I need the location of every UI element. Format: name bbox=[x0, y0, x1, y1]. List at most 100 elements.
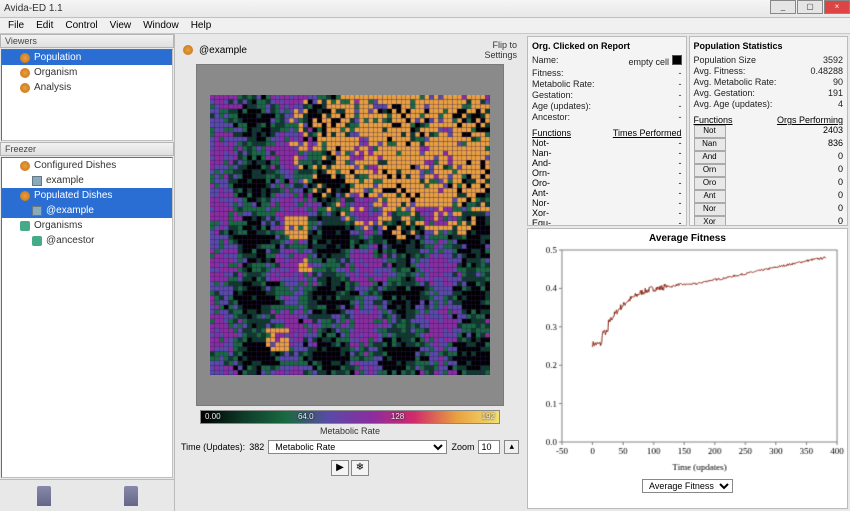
pop-stats-panel: Population Statistics Population Size359… bbox=[689, 36, 849, 226]
chart-metric-select[interactable]: Average Fitness bbox=[642, 479, 733, 493]
freezer-populated-dishes[interactable]: Populated Dishes bbox=[2, 188, 172, 203]
scale-label: Metabolic Rate bbox=[200, 426, 500, 436]
report-row: Name:empty cell bbox=[532, 55, 682, 67]
func-button-xor[interactable]: Xor bbox=[694, 216, 726, 226]
func-button-and[interactable]: And bbox=[694, 151, 726, 164]
func-row: And-- bbox=[532, 158, 682, 168]
population-grid[interactable] bbox=[210, 95, 490, 375]
stat-func-row: Orn0 bbox=[694, 164, 844, 177]
freezer-child-example[interactable]: @example bbox=[2, 203, 172, 218]
zoom-label: Zoom bbox=[451, 442, 474, 452]
population-icon bbox=[20, 53, 30, 63]
freeze-button[interactable]: ❄ bbox=[351, 460, 369, 476]
dish-icon bbox=[20, 161, 30, 171]
freezer-child-example[interactable]: example bbox=[2, 173, 172, 188]
time-value: 382 bbox=[249, 442, 264, 452]
zoom-input[interactable] bbox=[478, 440, 500, 454]
func-row: Nor-- bbox=[532, 198, 682, 208]
func-button-oro[interactable]: Oro bbox=[694, 177, 726, 190]
func-button-nan[interactable]: Nan bbox=[694, 138, 726, 151]
viewer-item-organism[interactable]: Organism bbox=[2, 65, 172, 80]
mode-select[interactable]: Metabolic Rate bbox=[268, 440, 447, 454]
menu-help[interactable]: Help bbox=[185, 20, 218, 31]
stat-func-row: Nan836 bbox=[694, 138, 844, 151]
stat-row: Population Size3592 bbox=[694, 55, 844, 65]
minimize-button[interactable]: _ bbox=[770, 0, 796, 14]
color-swatch bbox=[672, 55, 682, 65]
stat-func-row: And0 bbox=[694, 151, 844, 164]
freezer-configured-dishes[interactable]: Configured Dishes bbox=[2, 158, 172, 173]
func-button-not[interactable]: Not bbox=[694, 125, 726, 138]
stat-func-row: Not2403 bbox=[694, 125, 844, 138]
func-row: Ant-- bbox=[532, 188, 682, 198]
menu-edit[interactable]: Edit bbox=[30, 20, 59, 31]
stat-func-row: Oro0 bbox=[694, 177, 844, 190]
func-button-orn[interactable]: Orn bbox=[694, 164, 726, 177]
func-button-nor[interactable]: Nor bbox=[694, 203, 726, 216]
center-column: @example Flip to Settings 0.00 64.0 128 … bbox=[175, 34, 525, 511]
fitness-chart-panel: Average Fitness Average Fitness bbox=[527, 228, 848, 509]
freezer-organisms[interactable]: Organisms bbox=[2, 218, 172, 233]
viewer-item-analysis[interactable]: Analysis bbox=[2, 80, 172, 95]
menu-window[interactable]: Window bbox=[137, 20, 185, 31]
stat-row: Avg. Gestation:191 bbox=[694, 88, 844, 98]
zoom-stepper[interactable]: ▴ bbox=[504, 440, 519, 454]
dish-icon bbox=[20, 191, 30, 201]
stats-title: Population Statistics bbox=[694, 41, 844, 51]
report-row: Age (updates):- bbox=[532, 101, 682, 111]
stat-func-row: Xor0 bbox=[694, 216, 844, 226]
org-icon bbox=[32, 236, 42, 246]
func-row: Xor-- bbox=[532, 208, 682, 218]
stat-func-row: Ant0 bbox=[694, 190, 844, 203]
time-label: Time (Updates): bbox=[181, 442, 245, 452]
freezer-trash-row bbox=[0, 479, 174, 511]
func-row: Not-- bbox=[532, 138, 682, 148]
color-scale: 0.00 64.0 128 192 bbox=[200, 410, 500, 424]
org-report-panel: Org. Clicked on Report Name:empty cell F… bbox=[527, 36, 687, 226]
org-icon bbox=[20, 221, 30, 231]
petri-dish[interactable] bbox=[196, 64, 504, 406]
menu-control[interactable]: Control bbox=[59, 20, 103, 31]
right-column: Org. Clicked on Report Name:empty cell F… bbox=[525, 34, 850, 511]
app-title: Avida-ED 1.1 bbox=[4, 3, 63, 14]
freezer-header: Freezer bbox=[0, 142, 174, 156]
titlebar: Avida-ED 1.1 _ ▢ × bbox=[0, 0, 850, 18]
analysis-icon bbox=[20, 83, 30, 93]
chart-title: Average Fitness bbox=[528, 233, 847, 244]
func-button-ant[interactable]: Ant bbox=[694, 190, 726, 203]
report-row: Fitness:- bbox=[532, 68, 682, 78]
stat-row: Avg. Fitness:0.48288 bbox=[694, 66, 844, 76]
trash-icon[interactable] bbox=[124, 486, 138, 506]
viewers-panel: PopulationOrganismAnalysis bbox=[1, 49, 173, 141]
stat-row: Avg. Age (updates):4 bbox=[694, 99, 844, 109]
func-row: Nan-- bbox=[532, 148, 682, 158]
menubar: FileEditControlViewWindowHelp bbox=[0, 18, 850, 34]
organism-icon bbox=[20, 68, 30, 78]
freezer-panel: Configured DishesexamplePopulated Dishes… bbox=[1, 157, 173, 478]
flip-link[interactable]: Flip to Settings bbox=[484, 40, 517, 60]
box-icon bbox=[32, 206, 42, 216]
close-button[interactable]: × bbox=[824, 0, 850, 14]
stat-row: Avg. Metabolic Rate:90 bbox=[694, 77, 844, 87]
box-icon bbox=[32, 176, 42, 186]
fitness-chart bbox=[528, 244, 847, 474]
stat-func-row: Nor0 bbox=[694, 203, 844, 216]
dish-name: @example bbox=[199, 45, 247, 56]
report-title: Org. Clicked on Report bbox=[532, 41, 682, 51]
freezer-child-ancestor[interactable]: @ancestor bbox=[2, 233, 172, 248]
report-row: Gestation:- bbox=[532, 90, 682, 100]
func-row: Oro-- bbox=[532, 178, 682, 188]
maximize-button[interactable]: ▢ bbox=[797, 0, 823, 14]
viewers-header: Viewers bbox=[0, 34, 174, 48]
trash-icon[interactable] bbox=[37, 486, 51, 506]
report-row: Ancestor:- bbox=[532, 112, 682, 122]
func-row: Orn-- bbox=[532, 168, 682, 178]
dish-icon bbox=[183, 45, 193, 55]
menu-view[interactable]: View bbox=[104, 20, 138, 31]
menu-file[interactable]: File bbox=[2, 20, 30, 31]
viewer-item-population[interactable]: Population bbox=[2, 50, 172, 65]
play-button[interactable]: ▶ bbox=[331, 460, 349, 476]
left-column: Viewers PopulationOrganismAnalysis Freez… bbox=[0, 34, 175, 511]
report-row: Metabolic Rate:- bbox=[532, 79, 682, 89]
func-row: Equ-- bbox=[532, 218, 682, 226]
